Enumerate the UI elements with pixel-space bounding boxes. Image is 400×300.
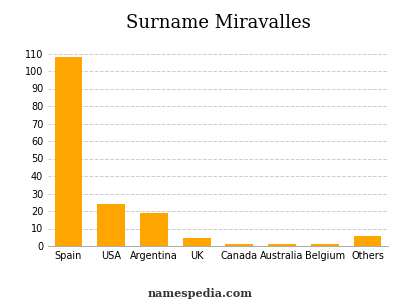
Bar — [226, 244, 253, 246]
Bar — [97, 204, 125, 246]
Bar — [268, 244, 296, 246]
Bar — [54, 57, 82, 246]
Bar — [140, 213, 168, 246]
Text: namespedia.com: namespedia.com — [148, 288, 252, 299]
Bar — [183, 238, 210, 246]
Title: Surname Miravalles: Surname Miravalles — [126, 14, 310, 32]
Bar — [354, 236, 382, 246]
Bar — [311, 244, 339, 246]
